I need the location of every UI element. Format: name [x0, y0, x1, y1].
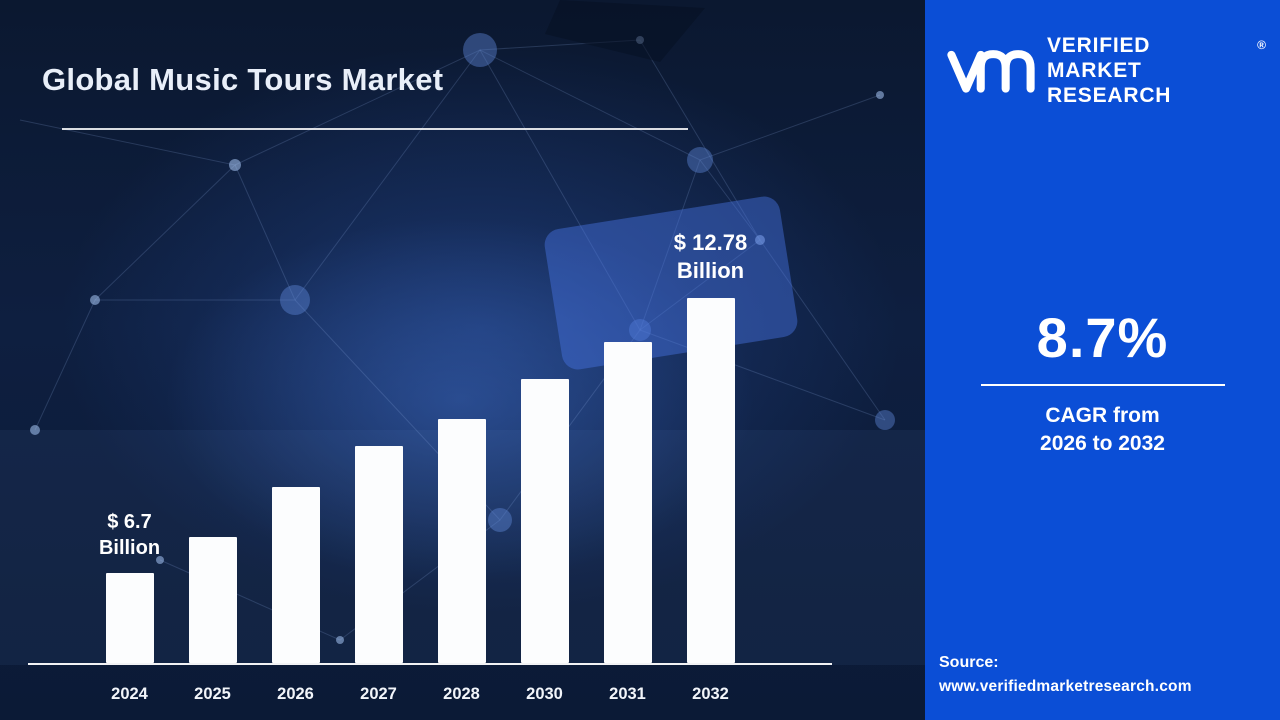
page-title: Global Music Tours Market — [42, 62, 444, 97]
x-tick-2027: 2027 — [360, 685, 397, 703]
x-tick-2028: 2028 — [443, 685, 480, 703]
bar-2025 — [188, 537, 237, 663]
logo-line-2: MARKET — [1047, 58, 1142, 82]
bar-2031 — [603, 342, 652, 663]
title-underline — [62, 128, 688, 130]
bar-column-2028 — [420, 419, 503, 663]
logo-line-1: VERIFIED — [1047, 34, 1151, 57]
x-tick-2025: 2025 — [194, 685, 231, 703]
x-tick-2032: 2032 — [692, 685, 729, 703]
source-url[interactable]: www.verifiedmarketresearch.com — [939, 678, 1192, 695]
bar-column-2024: $ 6.7 Billion — [88, 509, 171, 663]
bar-column-2030 — [503, 379, 586, 663]
source-block: Source: www.verifiedmarketresearch.com — [939, 654, 1192, 696]
bar-value-label-2024: $ 6.7 Billion — [98, 511, 161, 559]
bar-column-2027 — [337, 446, 420, 663]
vmr-logo: VERIFIED MARKET RESEARCH — [947, 34, 1171, 108]
bar-2028 — [437, 419, 486, 663]
x-axis-baseline — [28, 663, 832, 665]
bar-column-2026 — [254, 487, 337, 663]
chart-section: Global Music Tours Market $ 6.7 Billion $ … — [0, 0, 925, 720]
x-axis-labels: 2024 2025 2026 2027 2028 2030 2031 2032 — [88, 685, 752, 704]
source-label: Source: — [939, 654, 999, 671]
x-tick-2024: 2024 — [111, 685, 148, 703]
bar-column-2032: $ 12.78 Billion — [669, 229, 752, 663]
bar-value-label-2032: $ 12.78 Billion — [673, 229, 748, 284]
x-tick-2026: 2026 — [277, 685, 314, 703]
bar-2026 — [271, 487, 320, 663]
side-panel: VERIFIED MARKET RESEARCH ® 8.7% CAGR fro… — [925, 0, 1280, 720]
bar-2027 — [354, 446, 403, 663]
bar-2032 — [686, 298, 735, 663]
bar-column-2031 — [586, 342, 669, 663]
bar-2030 — [520, 379, 569, 663]
registered-trademark-symbol: ® — [1257, 38, 1266, 52]
cagr-value: 8.7% — [1036, 306, 1169, 369]
bar-column-2025 — [171, 537, 254, 663]
x-tick-2030: 2030 — [526, 685, 563, 703]
cagr-caption-line1: CAGR from — [1045, 404, 1160, 427]
logo-line-3: RESEARCH — [1047, 83, 1172, 107]
cagr-block: 8.7% CAGR from 2026 to 2032 — [925, 305, 1280, 459]
cagr-caption-line2: 2026 to 2032 — [1040, 432, 1165, 456]
x-tick-2031: 2031 — [609, 685, 646, 703]
vmr-logo-icon — [947, 44, 1035, 98]
cagr-divider — [980, 384, 1225, 386]
bar-columns: $ 6.7 Billion $ 12.78 Billion — [88, 183, 752, 663]
bar-2024 — [105, 573, 154, 663]
vmr-logo-text: VERIFIED MARKET RESEARCH — [1047, 34, 1171, 108]
